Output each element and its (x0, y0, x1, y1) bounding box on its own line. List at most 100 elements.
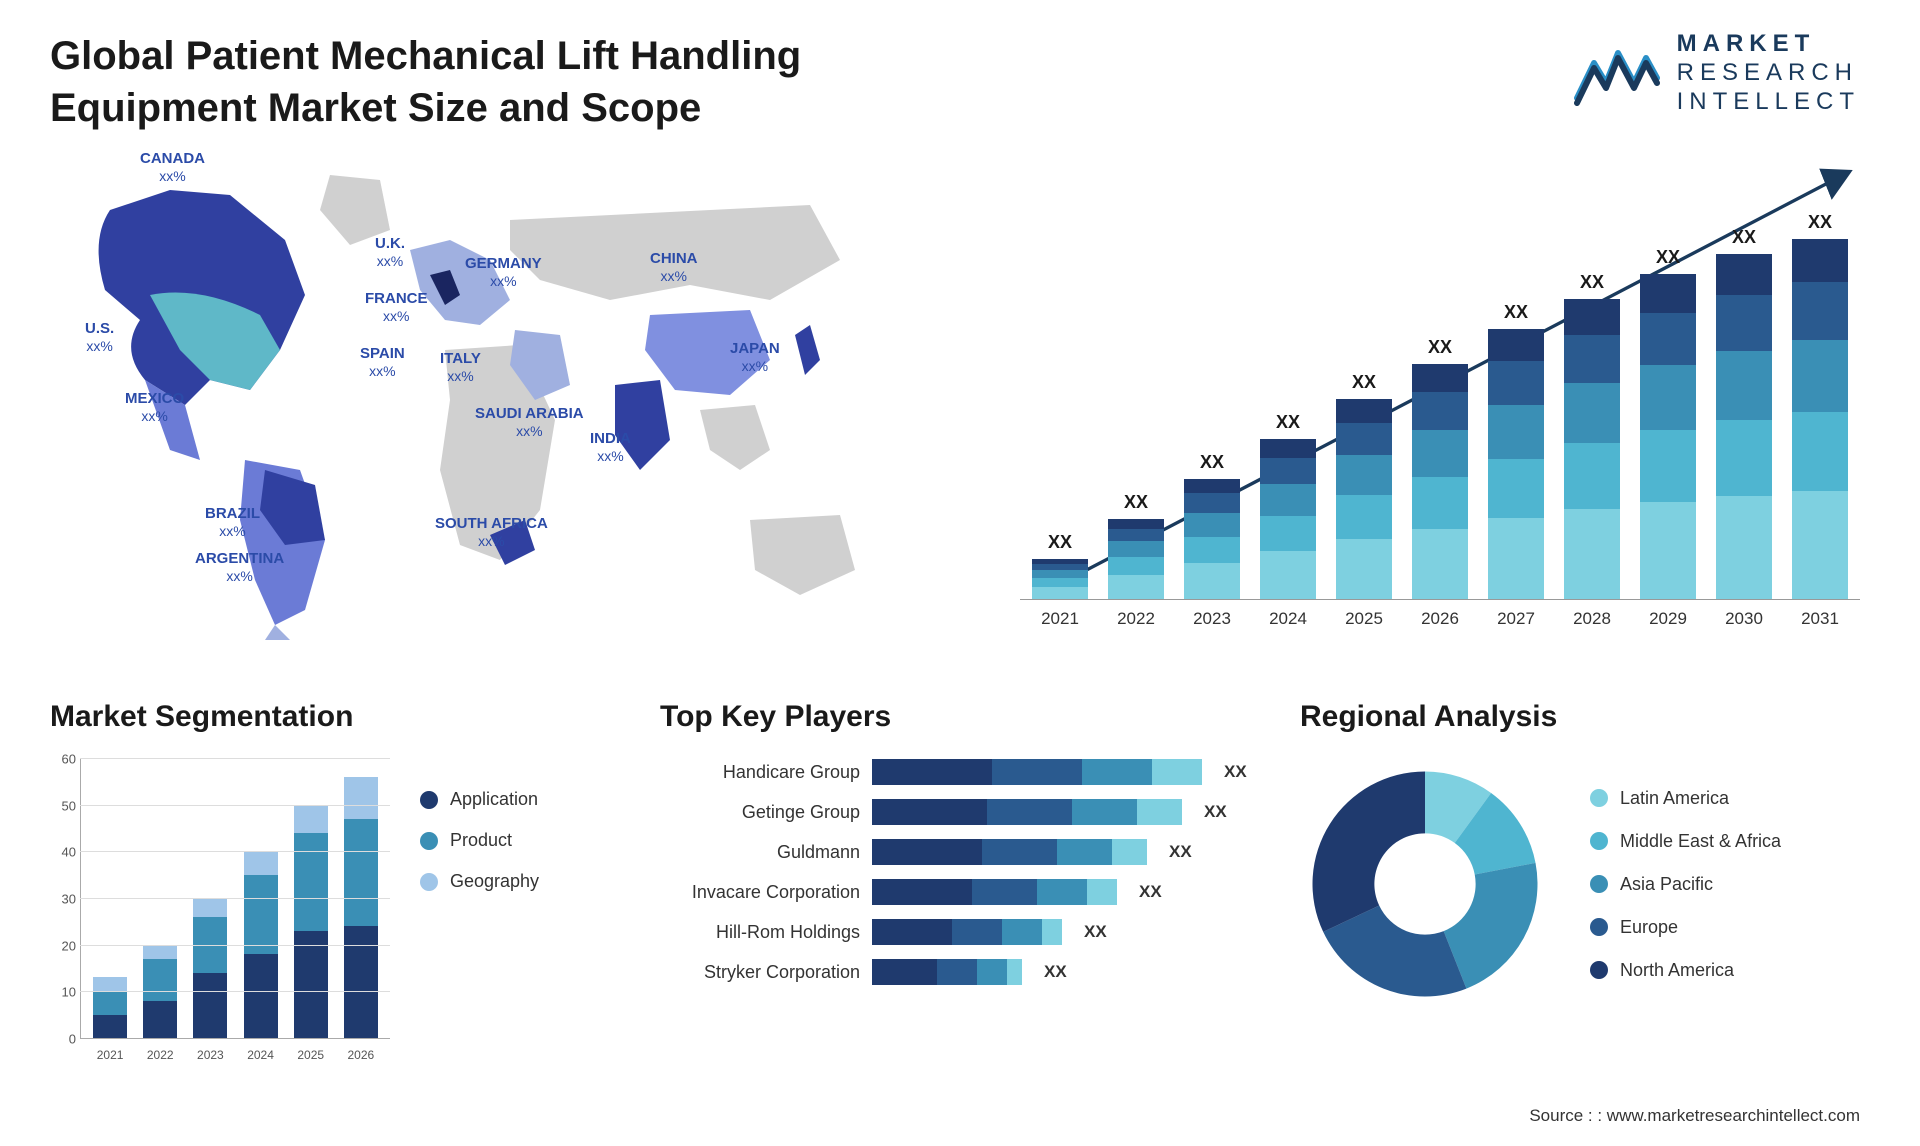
main-bar-value-label: XX (1656, 247, 1680, 268)
map-label: FRANCExx% (365, 290, 428, 325)
key-player-row: Guldmann XX (660, 839, 1280, 865)
legend-item: Latin America (1590, 788, 1781, 809)
main-bar-year-label: 2028 (1573, 609, 1611, 629)
legend-item: Asia Pacific (1590, 874, 1781, 895)
map-label: ARGENTINAxx% (195, 550, 284, 585)
key-player-row: Getinge GroupXX (660, 799, 1280, 825)
legend-item: North America (1590, 960, 1781, 981)
key-player-row: Handicare Group XX (660, 759, 1280, 785)
seg-bar-year-label: 2023 (197, 1048, 224, 1062)
main-bar-year-label: 2022 (1117, 609, 1155, 629)
segmentation-chart: 202120222023202420252026 0102030405060 (50, 759, 390, 1069)
key-player-label: Getinge Group (660, 802, 860, 823)
key-player-row: Stryker CorporationXX (660, 959, 1280, 985)
seg-bar: 2021 (93, 977, 127, 1038)
main-bar (1640, 274, 1696, 599)
key-player-bar (872, 839, 1147, 865)
main-bar-group: XX2031 (1790, 212, 1850, 599)
world-map: CANADAxx%U.S.xx%MEXICOxx%BRAZILxx%ARGENT… (50, 150, 900, 650)
seg-ytick: 40 (50, 845, 76, 860)
main-bar (1108, 519, 1164, 599)
page-title: Global Patient Mechanical Lift Handling … (50, 30, 950, 134)
main-bar (1564, 299, 1620, 599)
main-bar-year-label: 2027 (1497, 609, 1535, 629)
key-player-label: Stryker Corporation (660, 962, 860, 983)
main-bar (1716, 254, 1772, 599)
legend-item: Middle East & Africa (1590, 831, 1781, 852)
segmentation-heading: Market Segmentation (50, 700, 610, 734)
regional-legend: Latin America Middle East & Africa Asia Pa… (1590, 788, 1781, 981)
main-bar-group: XX2024 (1258, 412, 1318, 599)
key-player-bar (872, 759, 1202, 785)
seg-bar-year-label: 2026 (348, 1048, 375, 1062)
legend-item: Product (420, 830, 539, 851)
seg-bar: 2023 (193, 898, 227, 1038)
key-player-bar (872, 959, 1022, 985)
main-bar-value-label: XX (1808, 212, 1832, 233)
main-bar-year-label: 2029 (1649, 609, 1687, 629)
key-players-heading: Top Key Players (660, 700, 1280, 734)
seg-bar-year-label: 2025 (297, 1048, 324, 1062)
key-player-label: Handicare Group (660, 762, 860, 783)
map-label: SAUDI ARABIAxx% (475, 405, 584, 440)
brand-logo: MARKET RESEARCH INTELLECT (1572, 30, 1860, 116)
key-player-row: Invacare Corporation XX (660, 879, 1280, 905)
main-bar-value-label: XX (1048, 532, 1072, 553)
main-bar-value-label: XX (1200, 452, 1224, 473)
main-bar-group: XX2023 (1182, 452, 1242, 599)
map-label: ITALYxx% (440, 350, 481, 385)
seg-ytick: 0 (50, 1032, 76, 1047)
main-bar-group: XX2026 (1410, 337, 1470, 599)
main-bar (1488, 329, 1544, 599)
seg-bar: 2026 (344, 777, 378, 1038)
main-bar-group: XX2025 (1334, 372, 1394, 599)
key-player-value: XX (1169, 842, 1192, 862)
main-bar-year-label: 2023 (1193, 609, 1231, 629)
seg-bar-year-label: 2021 (97, 1048, 124, 1062)
main-bar (1336, 399, 1392, 599)
map-label: MEXICOxx% (125, 390, 184, 425)
main-bar-value-label: XX (1580, 272, 1604, 293)
key-player-label: Hill-Rom Holdings (660, 922, 860, 943)
main-bar-value-label: XX (1732, 227, 1756, 248)
main-bar-value-label: XX (1276, 412, 1300, 433)
map-label: BRAZILxx% (205, 505, 260, 540)
key-players-section: Top Key Players Handicare Group XX Getinge… (660, 700, 1280, 999)
main-bar-year-label: 2021 (1041, 609, 1079, 629)
regional-heading: Regional Analysis (1300, 700, 1860, 734)
main-bar-group: XX2030 (1714, 227, 1774, 599)
seg-ytick: 10 (50, 985, 76, 1000)
main-bar-group: XX2027 (1486, 302, 1546, 599)
main-bar (1412, 364, 1468, 599)
main-bar-group: XX2029 (1638, 247, 1698, 599)
key-player-label: Invacare Corporation (660, 882, 860, 903)
map-label: CHINAxx% (650, 250, 698, 285)
key-player-value: XX (1139, 882, 1162, 902)
source-label: Source : : www.marketresearchintellect.c… (1529, 1106, 1860, 1126)
logo-icon (1572, 38, 1662, 108)
legend-item: Geography (420, 871, 539, 892)
main-growth-chart: XX2021XX2022XX2023XX2024XX2025XX2026XX20… (1020, 160, 1860, 640)
main-bar-value-label: XX (1504, 302, 1528, 323)
main-bar-year-label: 2031 (1801, 609, 1839, 629)
regional-donut-chart (1300, 759, 1550, 1009)
seg-ytick: 30 (50, 892, 76, 907)
key-player-bar (872, 919, 1062, 945)
main-bar-value-label: XX (1124, 492, 1148, 513)
main-bar (1792, 239, 1848, 599)
main-bar-year-label: 2026 (1421, 609, 1459, 629)
main-bar-year-label: 2024 (1269, 609, 1307, 629)
main-bar-group: XX2028 (1562, 272, 1622, 599)
key-player-bar (872, 799, 1182, 825)
key-player-label: Guldmann (660, 842, 860, 863)
key-player-bar (872, 879, 1117, 905)
seg-bar-year-label: 2022 (147, 1048, 174, 1062)
regional-analysis-section: Regional Analysis Latin America Middle Ea… (1300, 700, 1860, 1009)
main-bar-group: XX2021 (1030, 532, 1090, 599)
key-player-value: XX (1224, 762, 1247, 782)
main-bar-year-label: 2030 (1725, 609, 1763, 629)
seg-ytick: 50 (50, 798, 76, 813)
main-bar-value-label: XX (1352, 372, 1376, 393)
main-bar (1032, 559, 1088, 599)
legend-item: Application (420, 789, 539, 810)
